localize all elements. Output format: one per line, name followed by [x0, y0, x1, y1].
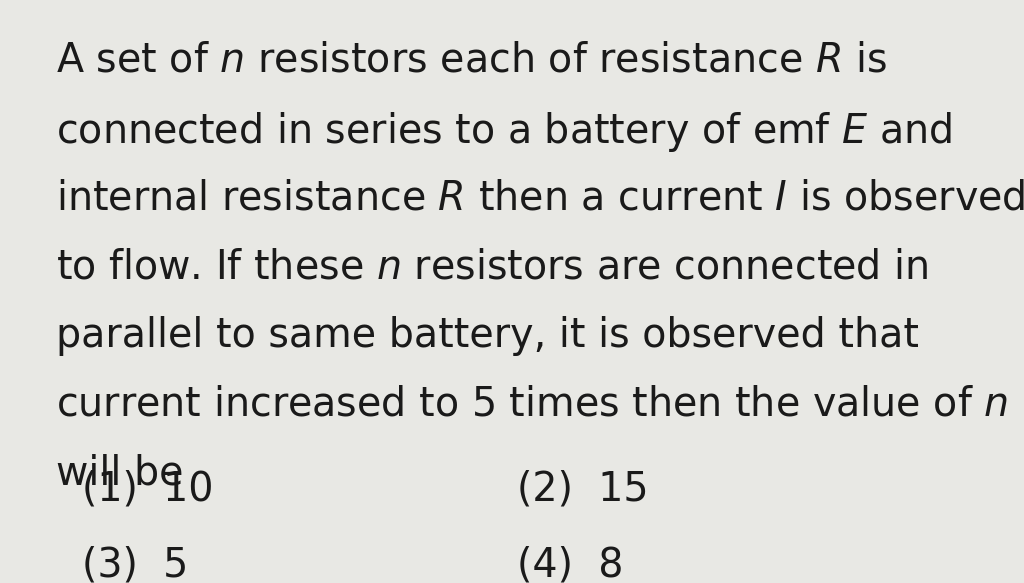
- Text: (2)  15: (2) 15: [517, 469, 649, 510]
- Text: parallel to same battery, it is observed that: parallel to same battery, it is observed…: [56, 316, 920, 356]
- Text: internal resistance $\it{R}$ then a current $\it{I}$ is observed: internal resistance $\it{R}$ then a curr…: [56, 178, 1024, 219]
- Text: to flow. If these $\it{n}$ resistors are connected in: to flow. If these $\it{n}$ resistors are…: [56, 247, 929, 287]
- Text: (4)  8: (4) 8: [517, 545, 624, 583]
- Text: connected in series to a battery of emf $\it{E}$ and: connected in series to a battery of emf …: [56, 110, 952, 153]
- Text: (3)  5: (3) 5: [82, 545, 188, 583]
- Text: current increased to 5 times then the value of $\it{n}$: current increased to 5 times then the va…: [56, 385, 1009, 425]
- Text: A set of $\it{n}$ resistors each of resistance $\it{R}$ is: A set of $\it{n}$ resistors each of resi…: [56, 41, 888, 81]
- Text: (1)  10: (1) 10: [82, 469, 213, 510]
- Text: will be: will be: [56, 454, 184, 494]
